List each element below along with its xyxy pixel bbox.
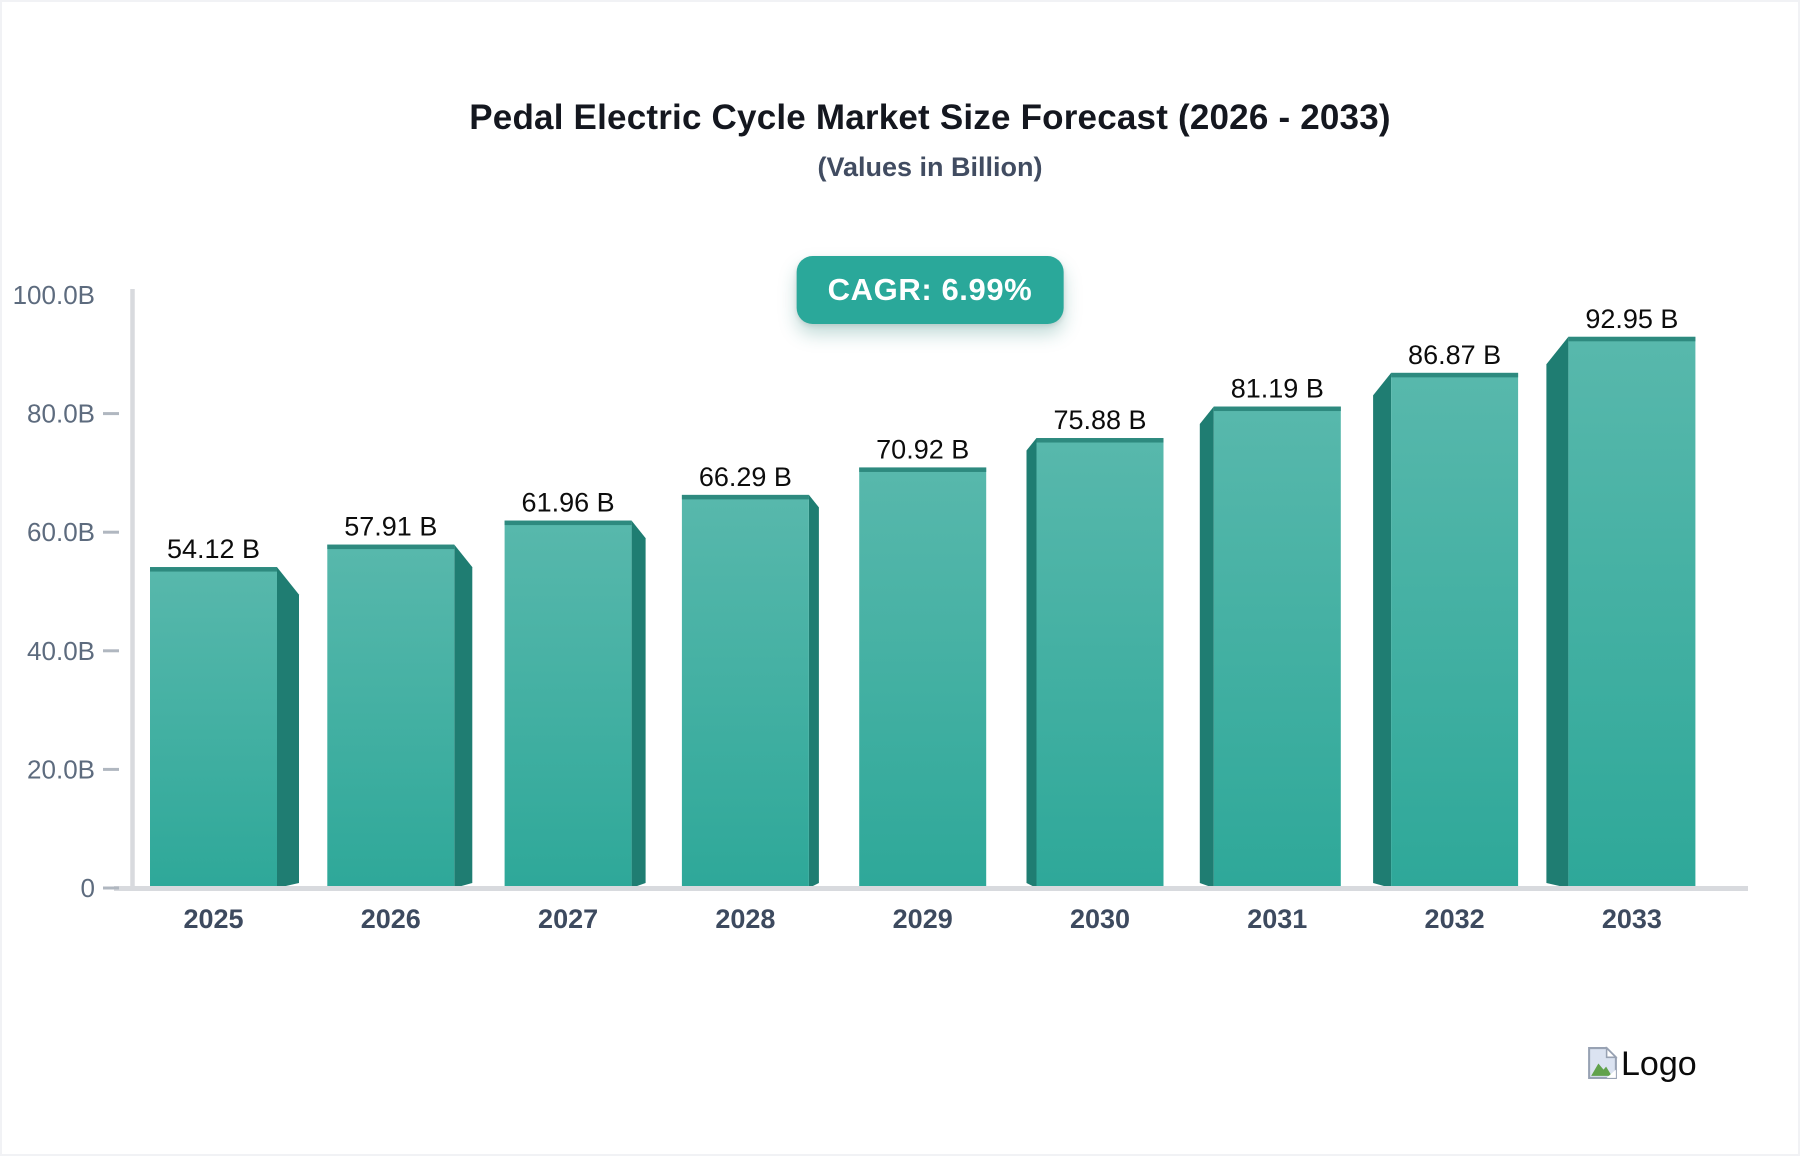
y-axis-label: 100.0B — [13, 280, 95, 310]
chart-subtitle: (Values in Billion) — [817, 152, 1043, 182]
bar-top-edge — [859, 467, 987, 472]
bar-side — [454, 544, 473, 888]
chart-title: Pedal Electric Cycle Market Size Forecas… — [469, 98, 1391, 137]
logo: Logo — [1585, 1046, 1697, 1081]
bar-value-label: 54.12 B — [167, 534, 260, 564]
y-axis-label: 20.0B — [27, 754, 95, 784]
bar-side — [631, 520, 646, 888]
x-axis-label: 2030 — [1070, 904, 1130, 934]
bar-value-label: 86.87 B — [1408, 340, 1501, 370]
logo-text: Logo — [1621, 1044, 1697, 1083]
x-axis-label: 2027 — [538, 904, 598, 934]
bar-value-label: 61.96 B — [522, 488, 615, 518]
bar — [1036, 438, 1164, 888]
bar — [327, 544, 455, 888]
bar-side — [1199, 406, 1214, 888]
bar-side — [808, 494, 819, 888]
bar-value-label: 57.91 B — [344, 512, 437, 542]
bar-top-edge — [1568, 336, 1696, 342]
bar-top-edge — [504, 520, 632, 526]
bar-top-edge — [1036, 438, 1164, 443]
y-axis-label: 60.0B — [27, 517, 95, 547]
bar-value-label: 66.29 B — [699, 462, 792, 492]
x-axis-label: 2031 — [1247, 904, 1307, 934]
x-axis-label: 2026 — [361, 904, 421, 934]
x-axis-label: 2025 — [183, 904, 243, 934]
bar — [859, 467, 987, 888]
bar-side — [1546, 336, 1569, 888]
bar-side — [277, 567, 299, 888]
x-axis-label: 2029 — [893, 904, 953, 934]
bar-side — [1026, 438, 1037, 888]
x-axis-label: 2032 — [1425, 904, 1485, 934]
bar — [1213, 406, 1341, 888]
bar-top-edge — [1213, 406, 1341, 412]
bar — [150, 567, 277, 888]
x-axis-label: 2033 — [1602, 904, 1662, 934]
bar-side — [1373, 372, 1392, 888]
bar — [681, 494, 809, 888]
y-axis-label: 40.0B — [27, 636, 95, 666]
x-axis-label: 2028 — [715, 904, 775, 934]
y-axis-label: 0 — [81, 873, 95, 903]
cagr-badge: CAGR: 6.99% — [796, 256, 1064, 324]
bar-value-label: 81.19 B — [1231, 374, 1324, 404]
y-axis-label: 80.0B — [27, 399, 95, 429]
bar-top-edge — [327, 544, 455, 550]
bar-value-label: 92.95 B — [1585, 304, 1678, 334]
bar-value-label: 70.92 B — [876, 434, 969, 464]
bar-top-edge — [1391, 372, 1519, 378]
bar-value-label: 75.88 B — [1053, 405, 1146, 435]
bar — [1568, 336, 1696, 888]
bar-top-edge — [150, 567, 277, 572]
broken-image-icon — [1588, 1046, 1618, 1079]
bar-top-edge — [681, 494, 809, 500]
bar — [1391, 372, 1519, 888]
bar — [504, 520, 632, 888]
